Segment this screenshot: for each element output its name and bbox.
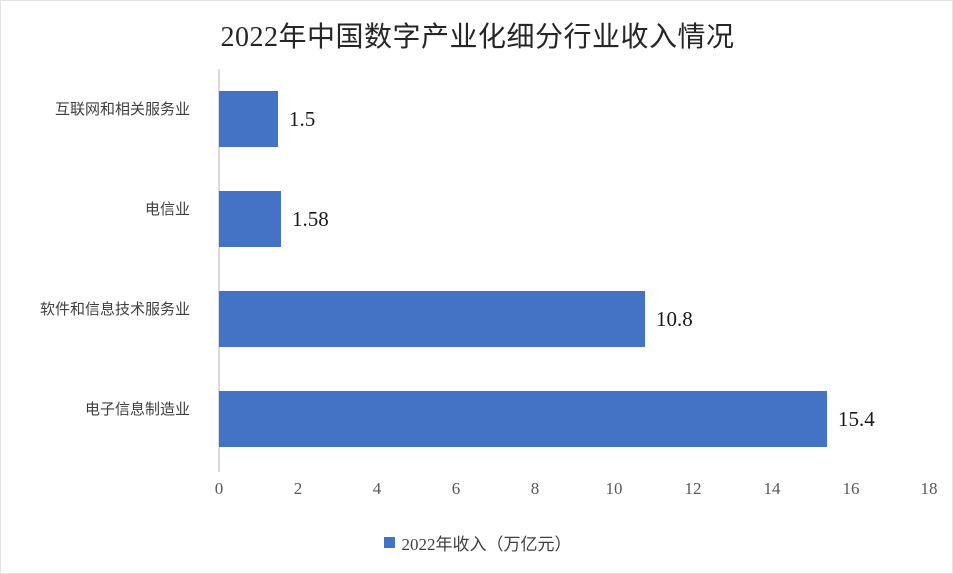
bar-value-label: 1.5 <box>289 107 316 131</box>
x-tick-label: 12 <box>684 479 702 498</box>
chart-title: 2022年中国数字产业化细分行业收入情况 <box>220 22 735 53</box>
category-label: 电子信息制造业 <box>84 401 190 418</box>
bar-row: 互联网和相关服务业 1.5 <box>55 69 929 169</box>
bar-row: 软件和信息技术服务业 10.8 <box>40 269 929 369</box>
category-label: 软件和信息技术服务业 <box>39 301 190 318</box>
bar-互联网和相关服务业[interactable] <box>219 91 278 147</box>
x-tick-label: 8 <box>530 479 540 498</box>
bar-电信业[interactable] <box>219 191 281 247</box>
chart-legend: 2022年收入（万亿元） <box>1 530 952 555</box>
bar-row: 电信业 1.58 <box>145 169 929 269</box>
bar-value-label: 1.58 <box>292 207 329 231</box>
category-label: 电信业 <box>144 201 190 218</box>
x-tick-label: 18 <box>920 479 938 498</box>
bar-value-label: 10.8 <box>656 307 693 331</box>
x-tick-label: 6 <box>451 479 461 498</box>
x-tick-label: 4 <box>372 479 382 498</box>
x-tick-label: 10 <box>605 479 623 498</box>
plot-area: 互联网和相关服务业 1.5 电信业 1.58 软件和信息技术服务业 10.8 电… <box>40 69 929 471</box>
legend-item-label: 2022年收入（万亿元） <box>401 535 572 554</box>
x-tick-label: 0 <box>214 479 224 498</box>
value-axis-line <box>218 69 220 472</box>
bar-软件和信息技术服务业[interactable] <box>219 291 645 347</box>
bar-row: 电子信息制造业 15.4 <box>85 369 929 469</box>
legend-swatch-icon <box>383 537 395 548</box>
bar-电子信息制造业[interactable] <box>219 391 827 447</box>
x-tick-label: 14 <box>763 479 781 498</box>
bar-value-label: 15.4 <box>838 407 875 431</box>
category-label: 互联网和相关服务业 <box>54 101 190 118</box>
x-tick-label: 16 <box>842 479 860 498</box>
x-tick-label: 2 <box>293 479 303 498</box>
